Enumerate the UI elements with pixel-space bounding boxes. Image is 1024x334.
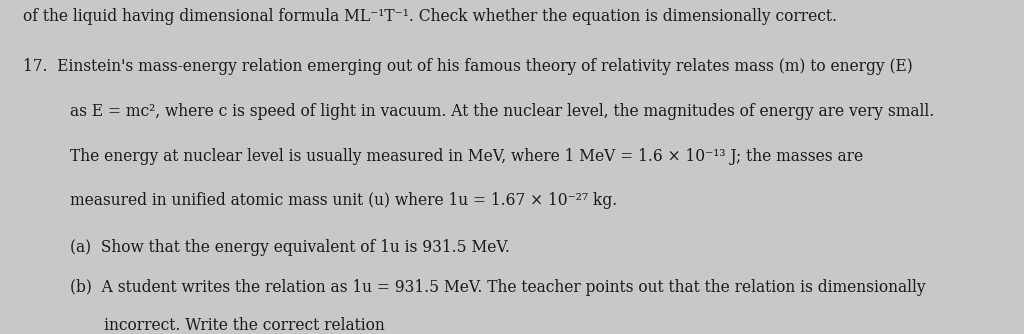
Text: a: a bbox=[322, 331, 330, 334]
Text: (a)  Show that the energy equivalent of 1u is 931.5 MeV.: (a) Show that the energy equivalent of 1… bbox=[70, 239, 510, 256]
Text: of the liquid having dimensional formula ML⁻¹T⁻¹. Check whether the equation is : of the liquid having dimensional formula… bbox=[23, 8, 837, 25]
Text: (b)  A student writes the relation as 1u = 931.5 MeV. The teacher points out tha: (b) A student writes the relation as 1u … bbox=[70, 279, 926, 296]
Text: The energy at nuclear level is usually measured in MeV, where 1 MeV = 1.6 × 10⁻¹: The energy at nuclear level is usually m… bbox=[70, 148, 863, 165]
Text: measured in unified atomic mass unit (u) where 1u = 1.67 × 10⁻²⁷ kg.: measured in unified atomic mass unit (u)… bbox=[70, 192, 616, 209]
Text: incorrect. Write the correct relation: incorrect. Write the correct relation bbox=[70, 317, 384, 334]
Text: as E = mc², where c is speed of light in vacuum. At the nuclear level, the magni: as E = mc², where c is speed of light in… bbox=[70, 103, 934, 120]
Text: 17.  Einstein's mass-energy relation emerging out of his famous theory of relati: 17. Einstein's mass-energy relation emer… bbox=[23, 58, 912, 75]
